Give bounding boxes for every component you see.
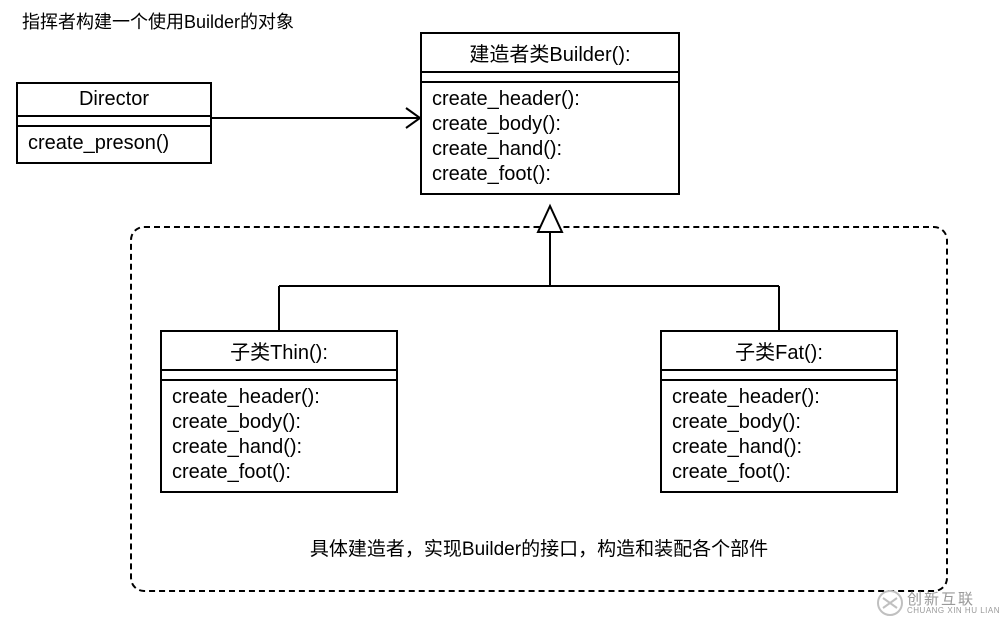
thin-method-1: create_body():: [172, 410, 386, 435]
director-methods: create_preson(): [18, 127, 210, 162]
class-box-fat: 子类Fat(): create_header(): create_body():…: [660, 330, 898, 493]
fat-method-0: create_header():: [672, 385, 886, 410]
watermark: 创新互联 CHUANG XIN HU LIAN: [877, 590, 1000, 616]
builder-title: 建造者类Builder():: [422, 34, 678, 73]
thin-method-0: create_header():: [172, 385, 386, 410]
fat-methods: create_header(): create_body(): create_h…: [662, 381, 896, 491]
thin-title: 子类Thin():: [162, 332, 396, 371]
watermark-logo-icon: [877, 590, 903, 616]
thin-mid-divider: [162, 371, 396, 381]
director-title: Director: [18, 84, 210, 117]
class-box-builder: 建造者类Builder(): create_header(): create_b…: [420, 32, 680, 195]
builder-method-2: create_hand():: [432, 137, 668, 162]
director-method-0: create_preson(): [28, 131, 200, 156]
director-note-text: 指挥者构建一个使用Builder的对象: [22, 12, 294, 32]
builder-method-3: create_foot():: [432, 162, 668, 187]
builder-method-1: create_body():: [432, 112, 668, 137]
thin-method-3: create_foot():: [172, 460, 386, 485]
thin-methods: create_header(): create_body(): create_h…: [162, 381, 396, 491]
concrete-builders-caption: 具体建造者，实现Builder的接口，构造和装配各个部件: [244, 534, 834, 561]
fat-title: 子类Fat():: [662, 332, 896, 371]
class-box-thin: 子类Thin(): create_header(): create_body()…: [160, 330, 398, 493]
watermark-py: CHUANG XIN HU LIAN: [907, 607, 1000, 615]
class-box-director: Director create_preson(): [16, 82, 212, 164]
director-mid-divider: [18, 117, 210, 127]
director-note: 指挥者构建一个使用Builder的对象: [22, 8, 294, 34]
watermark-text: 创新互联 CHUANG XIN HU LIAN: [907, 592, 1000, 615]
arrow-director-builder: [406, 108, 420, 128]
fat-method-1: create_body():: [672, 410, 886, 435]
fat-mid-divider: [662, 371, 896, 381]
caption-text: 具体建造者，实现Builder的接口，构造和装配各个部件: [310, 539, 768, 560]
watermark-cn: 创新互联: [907, 592, 1000, 607]
fat-method-3: create_foot():: [672, 460, 886, 485]
thin-method-2: create_hand():: [172, 435, 386, 460]
builder-methods: create_header(): create_body(): create_h…: [422, 83, 678, 193]
fat-method-2: create_hand():: [672, 435, 886, 460]
builder-mid-divider: [422, 73, 678, 83]
builder-method-0: create_header():: [432, 87, 668, 112]
